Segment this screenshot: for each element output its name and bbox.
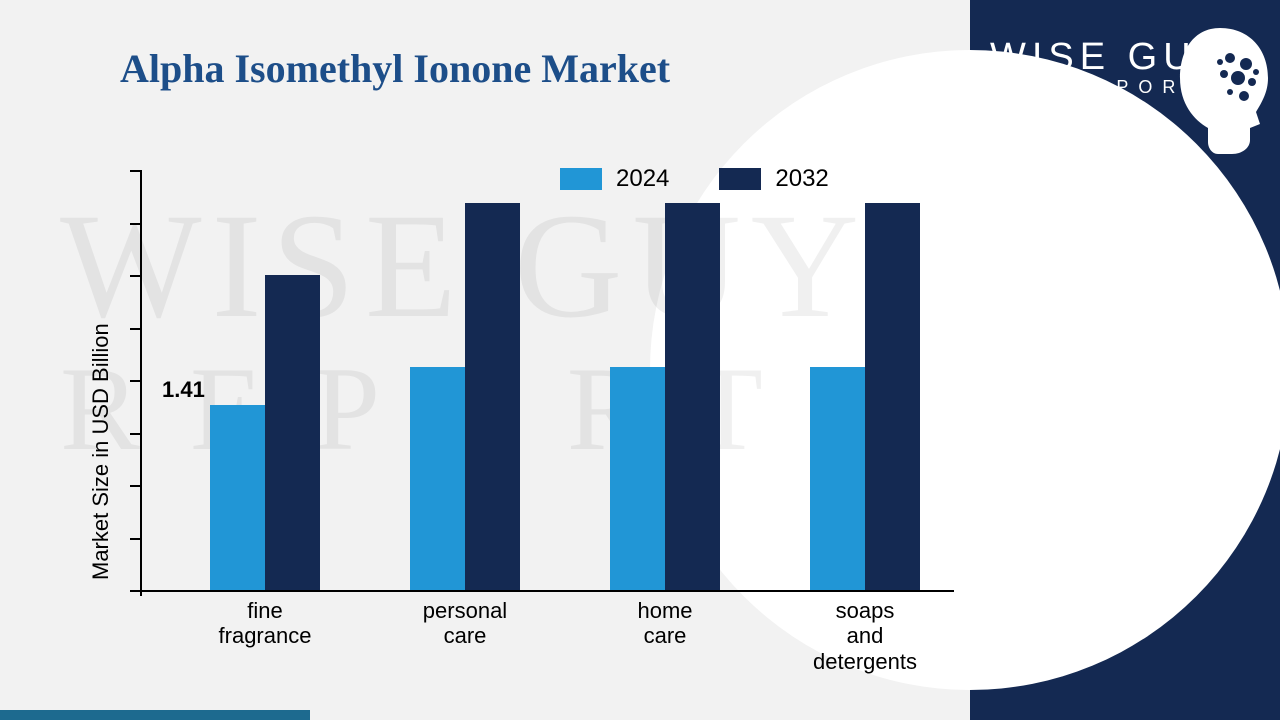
bar-group: [790, 170, 940, 590]
y-tick: [130, 433, 140, 435]
head-silhouette-icon: [1160, 20, 1280, 160]
data-label: 1.41: [162, 377, 205, 403]
bar-2032: [665, 203, 720, 590]
y-tick: [130, 590, 140, 592]
bar-group: [590, 170, 740, 590]
y-tick: [130, 328, 140, 330]
category-label: personalcare: [390, 598, 540, 649]
x-axis-line: [134, 590, 954, 592]
chart-stage: WISE GUY REPORTS Alpha Isomethyl Ionone …: [0, 0, 1280, 720]
bar-2024: [410, 367, 465, 590]
legend-swatch-2032: [719, 168, 761, 190]
legend-item-2024: 2024: [560, 165, 669, 193]
y-tick: [130, 380, 140, 382]
category-label: soapsanddetergents: [790, 598, 940, 674]
y-tick: [130, 170, 140, 172]
bottom-accent: [0, 710, 310, 720]
chart-title: Alpha Isomethyl Ionone Market: [120, 45, 670, 92]
category-label: finefragrance: [190, 598, 340, 649]
bar-group: [190, 170, 340, 590]
bar-2024: [210, 405, 265, 590]
bar-2024: [810, 367, 865, 590]
y-axis-label: Market Size in USD Billion: [88, 323, 114, 580]
legend-label-2024: 2024: [616, 165, 669, 193]
bar-2032: [865, 203, 920, 590]
bar-group: [390, 170, 540, 590]
legend-swatch-2024: [560, 168, 602, 190]
legend-item-2032: 2032: [719, 165, 828, 193]
plot-area: finefragrancepersonalcarehomecaresoapsan…: [140, 170, 960, 590]
bar-2032: [265, 275, 320, 590]
y-tick: [130, 275, 140, 277]
legend-label-2032: 2032: [775, 165, 828, 193]
category-label: homecare: [590, 598, 740, 649]
y-tick: [130, 223, 140, 225]
bar-2032: [465, 203, 520, 590]
y-tick: [130, 538, 140, 540]
y-tick: [130, 485, 140, 487]
legend: 2024 2032: [560, 165, 829, 193]
bar-2024: [610, 367, 665, 590]
chart-area: Market Size in USD Billion finefragrance…: [80, 170, 960, 650]
